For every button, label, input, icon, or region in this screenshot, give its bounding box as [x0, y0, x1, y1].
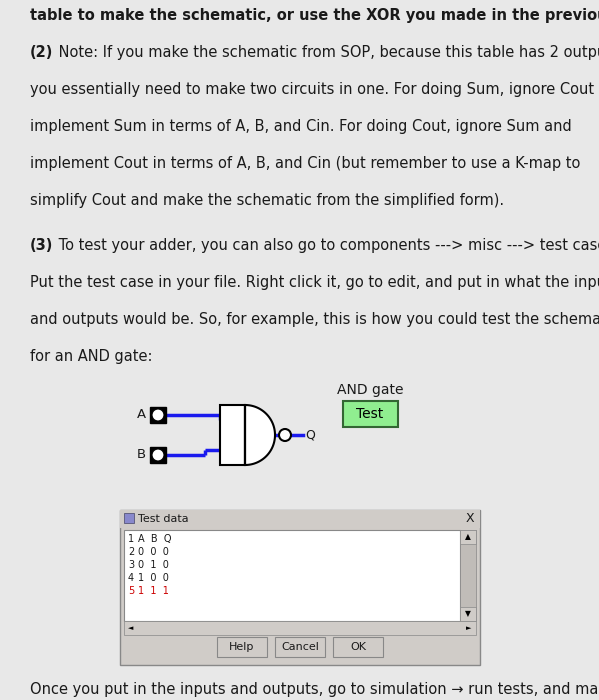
Text: 0  0  0: 0 0 0 [138, 547, 169, 557]
Text: B: B [137, 449, 146, 461]
Text: ▲: ▲ [465, 533, 471, 542]
Text: A  B  Q: A B Q [138, 534, 171, 544]
Text: for an AND gate:: for an AND gate: [30, 349, 153, 364]
Circle shape [152, 449, 164, 461]
Bar [460, 530, 476, 621]
Bar [124, 530, 460, 621]
Bar [150, 447, 166, 463]
Polygon shape [245, 405, 275, 465]
Bar [124, 621, 476, 635]
Text: table to make the schematic, or use the XOR you made in the previous lab.: table to make the schematic, or use the … [30, 8, 599, 23]
Text: 1  1  1: 1 1 1 [138, 586, 169, 596]
Text: ▼: ▼ [465, 610, 471, 619]
Text: and outputs would be. So, for example, this is how you could test the schematic: and outputs would be. So, for example, t… [30, 312, 599, 327]
Bar [460, 607, 476, 621]
Text: Q: Q [305, 428, 315, 442]
Text: ◄: ◄ [128, 625, 134, 631]
Text: implement Cout in terms of A, B, and Cin (but remember to use a K-map to: implement Cout in terms of A, B, and Cin… [30, 156, 580, 171]
Text: 3: 3 [128, 560, 134, 570]
Bar [217, 637, 267, 657]
Text: Note: If you make the schematic from SOP, because this table has 2 outputs,: Note: If you make the schematic from SOP… [54, 45, 599, 60]
Text: Put the test case in your file. Right click it, go to edit, and put in what the : Put the test case in your file. Right cl… [30, 275, 599, 290]
Text: simplify Cout and make the schematic from the simplified form).: simplify Cout and make the schematic fro… [30, 193, 504, 208]
Text: (3): (3) [30, 238, 53, 253]
Text: 1: 1 [128, 534, 134, 544]
Bar [343, 401, 398, 427]
Text: 1  0  0: 1 0 0 [138, 573, 169, 583]
Bar [275, 637, 325, 657]
Bar [150, 407, 166, 423]
Text: ►: ► [466, 625, 471, 631]
Text: Test data: Test data [138, 514, 189, 524]
Text: you essentially need to make two circuits in one. For doing Sum, ignore Cout and: you essentially need to make two circuit… [30, 82, 599, 97]
Text: AND gate: AND gate [337, 383, 403, 397]
Bar [220, 405, 245, 465]
Text: A: A [137, 409, 146, 421]
Circle shape [152, 409, 164, 421]
Text: X: X [465, 512, 474, 526]
Bar [460, 530, 476, 544]
Bar [124, 513, 134, 523]
Bar [120, 510, 480, 528]
Text: Once you put in the inputs and outputs, go to simulation → run tests, and make: Once you put in the inputs and outputs, … [30, 682, 599, 697]
Text: 2: 2 [128, 547, 134, 557]
Text: (2): (2) [30, 45, 53, 60]
Text: OK: OK [350, 642, 366, 652]
Bar [120, 510, 480, 665]
Text: 4: 4 [128, 573, 134, 583]
Circle shape [279, 429, 291, 441]
Text: Test: Test [356, 407, 383, 421]
Text: 0  1  0: 0 1 0 [138, 560, 169, 570]
Bar [333, 637, 383, 657]
Text: To test your adder, you can also go to components ---> misc ---> test case.: To test your adder, you can also go to c… [54, 238, 599, 253]
Text: Help: Help [229, 642, 255, 652]
Text: Cancel: Cancel [281, 642, 319, 652]
Text: implement Sum in terms of A, B, and Cin. For doing Cout, ignore Sum and: implement Sum in terms of A, B, and Cin.… [30, 119, 572, 134]
Text: 5: 5 [128, 586, 134, 596]
